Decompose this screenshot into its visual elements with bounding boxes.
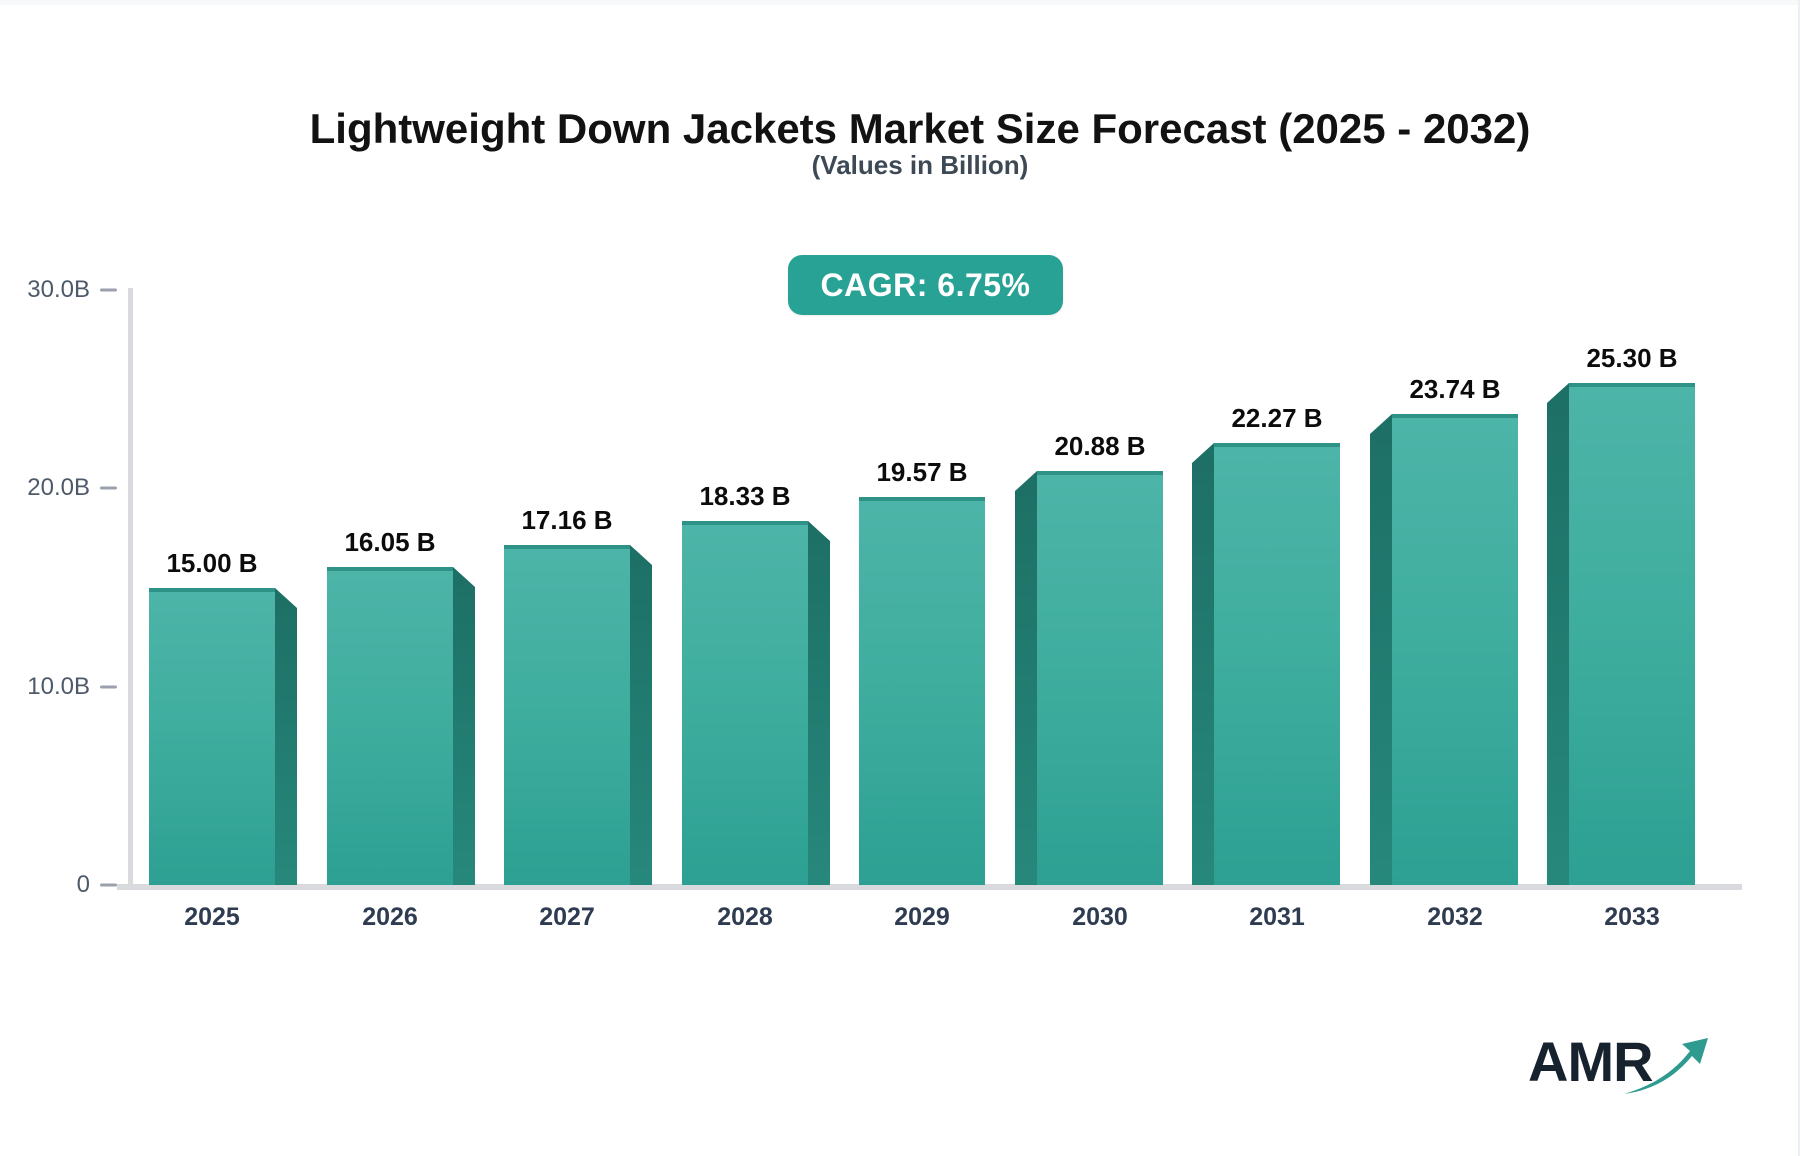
- growth-arrow-icon: [1624, 1038, 1708, 1094]
- bar-3d-side-2031: [1192, 443, 1214, 885]
- x-axis-label-2029: 2029: [894, 903, 950, 931]
- bar-value-label-2027: 17.16 B: [521, 505, 613, 535]
- chart-subtitle: (Values in Billion): [811, 150, 1029, 180]
- x-axis-baseline: [117, 884, 1742, 890]
- bar-2025[interactable]: [149, 588, 275, 885]
- bar-2026[interactable]: [327, 567, 453, 885]
- bar-value-label-2033: 25.30 B: [1586, 343, 1678, 373]
- bar-2032[interactable]: [1392, 414, 1518, 885]
- y-axis-tick: [100, 685, 117, 689]
- y-axis-tick: [100, 288, 117, 292]
- y-axis-label-20b: 20.0B: [27, 474, 90, 501]
- bar-3d-side-2028: [808, 521, 830, 885]
- bar-3d-side-2030: [1015, 471, 1037, 885]
- bar-2033[interactable]: [1569, 383, 1695, 885]
- x-axis-label-2032: 2032: [1427, 903, 1483, 931]
- y-axis-label-0: 0: [76, 871, 90, 898]
- cagr-badge: CAGR: 6.75%: [788, 255, 1063, 315]
- bar-value-label-2029: 19.57 B: [876, 457, 968, 487]
- x-axis-label-2030: 2030: [1072, 903, 1128, 931]
- bar-2031[interactable]: [1214, 443, 1340, 885]
- y-axis-label-30b: 30.0B: [27, 276, 90, 303]
- bar-value-label-2028: 18.33 B: [699, 481, 791, 511]
- x-axis-label-2025: 2025: [184, 903, 240, 931]
- x-axis-label-2026: 2026: [362, 903, 418, 931]
- bar-value-label-2031: 22.27 B: [1231, 403, 1323, 433]
- bar-2030[interactable]: [1037, 471, 1163, 885]
- bar-value-label-2032: 23.74 B: [1409, 374, 1501, 404]
- bar-2027[interactable]: [504, 545, 630, 885]
- bar-value-label-2026: 16.05 B: [344, 527, 436, 557]
- bar-3d-side-2032: [1370, 414, 1392, 885]
- x-axis-label-2031: 2031: [1249, 903, 1305, 931]
- y-axis-tick: [100, 486, 117, 490]
- y-axis-tick: [100, 883, 117, 887]
- x-axis-label-2027: 2027: [539, 903, 595, 931]
- bar-3d-side-2026: [453, 567, 475, 885]
- bar-3d-side-2025: [275, 588, 297, 885]
- y-axis-line: [128, 288, 133, 888]
- bar-value-label-2025: 15.00 B: [166, 548, 258, 578]
- chart-title: Lightweight Down Jackets Market Size For…: [309, 105, 1531, 152]
- bar-2028[interactable]: [682, 521, 808, 885]
- page-top-strip: [0, 0, 1800, 5]
- bar-value-label-2030: 20.88 B: [1054, 431, 1146, 461]
- x-axis-label-2033: 2033: [1604, 903, 1660, 931]
- bar-3d-side-2033: [1547, 383, 1569, 885]
- x-axis-label-2028: 2028: [717, 903, 773, 931]
- bar-2029[interactable]: [859, 497, 985, 885]
- bar-3d-side-2027: [630, 545, 652, 885]
- amr-logo-text: AMR: [1528, 1030, 1654, 1093]
- page-right-edge: [1798, 0, 1800, 1156]
- y-axis-label-10b: 10.0B: [27, 673, 90, 700]
- cagr-badge-label: CAGR: 6.75%: [820, 266, 1031, 303]
- amr-logo: AMR: [1528, 1032, 1728, 1102]
